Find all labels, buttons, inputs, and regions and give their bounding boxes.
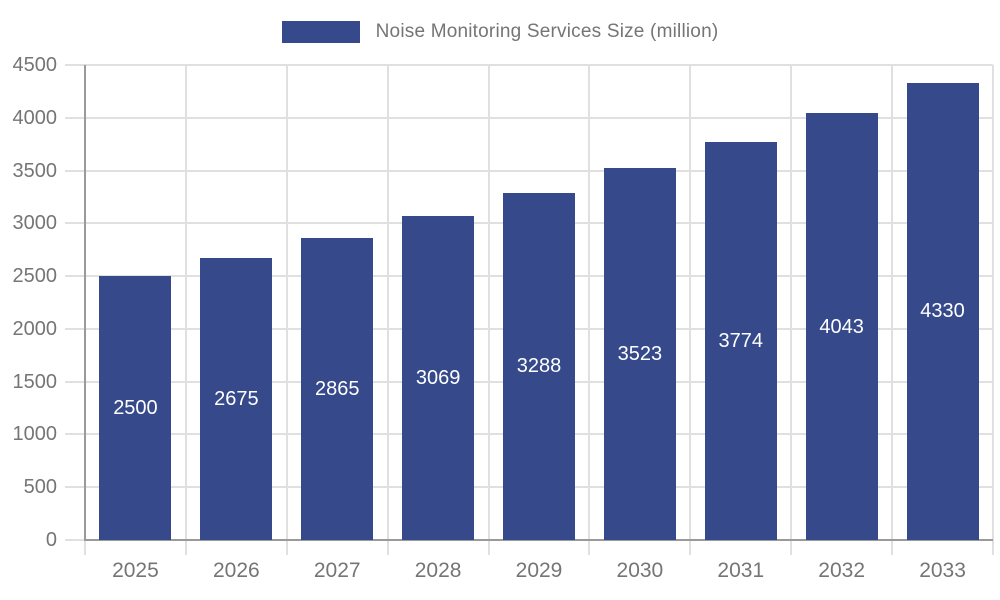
x-axis-tick-label: 2033: [919, 559, 966, 582]
y-axis-tick-label: 4500: [12, 54, 58, 76]
x-axis-tick-label: 2028: [414, 559, 462, 582]
x-gridline: [386, 65, 389, 555]
x-gridline: [285, 65, 288, 555]
x-axis-tick-label: 2032: [818, 559, 866, 582]
bar-2033: [906, 82, 979, 540]
x-gridline: [790, 65, 793, 555]
bar-2031: [704, 141, 777, 540]
bar-value-label: 2500: [113, 397, 158, 420]
legend-label: Noise Monitoring Services Size (million): [375, 21, 719, 42]
y-axis-tick-label: 2500: [12, 265, 58, 288]
y-axis-tick-label: 500: [23, 476, 57, 499]
x-axis-tick-label: 2025: [112, 559, 159, 582]
x-gridline: [588, 65, 591, 555]
bar-value-label: 2865: [314, 377, 360, 400]
bar-2026: [200, 257, 273, 540]
x-axis-tick-label: 2026: [212, 559, 260, 582]
x-axis-tick-label: 2027: [313, 559, 361, 582]
y-gridline: [65, 64, 993, 66]
x-gridline: [487, 65, 490, 555]
y-axis-tick-label: 0: [45, 529, 57, 551]
bar-value-label: 3069: [415, 367, 461, 390]
bar-2027: [301, 237, 374, 540]
y-gridline: [65, 169, 993, 172]
bar-value-label: 4043: [819, 315, 864, 338]
bar-2032: [805, 113, 878, 540]
chart-legend: Noise Monitoring Services Size (million): [0, 12, 1000, 52]
y-axis-tick-label: 3500: [12, 159, 58, 182]
y-axis-tick-label: 2000: [12, 317, 58, 340]
y-axis-tick-label: 1000: [12, 423, 58, 446]
x-axis-tick-label: 2031: [717, 559, 765, 582]
bar-2029: [503, 192, 575, 540]
bar-value-label: 3288: [516, 355, 562, 378]
bar-2025: [99, 276, 172, 540]
bar-value-label: 2675: [214, 387, 259, 410]
y-axis-tick-label: 4000: [12, 106, 58, 129]
bar-value-label: 3523: [617, 343, 663, 366]
x-axis-tick-label: 2029: [515, 559, 563, 582]
y-axis-line: [84, 65, 86, 540]
bar-2030: [603, 168, 676, 540]
x-gridline: [184, 65, 187, 555]
y-gridline: [65, 116, 993, 119]
y-axis-tick-label: 1500: [12, 370, 58, 393]
x-axis-tick-label: 2030: [616, 559, 664, 582]
bar-value-label: 4330: [920, 300, 965, 323]
x-gridline: [891, 65, 894, 555]
bar-value-label: 3774: [718, 329, 764, 352]
x-gridline: [689, 65, 692, 555]
x-axis-line: [84, 539, 993, 541]
x-gridline: [992, 65, 994, 555]
bar-2028: [402, 216, 475, 540]
y-axis-tick-label: 3000: [12, 212, 58, 235]
legend-swatch: [281, 21, 360, 43]
